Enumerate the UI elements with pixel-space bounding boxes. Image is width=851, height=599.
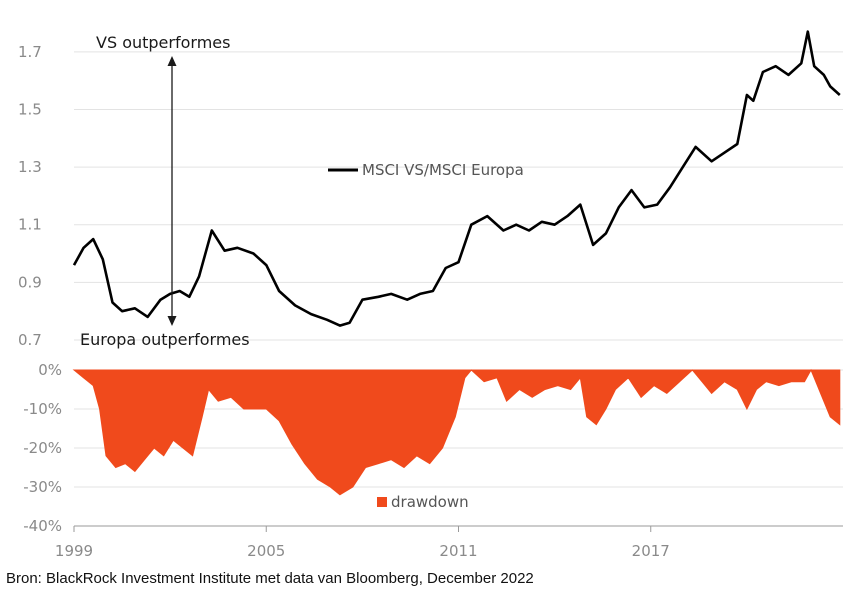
top-panel-gridlines (74, 51, 843, 341)
top-y-tick-label: 1.5 (18, 100, 42, 118)
annotation-europe-outperforms: Europa outperformes (80, 330, 250, 349)
tick-labels: 1.7 1.5 1.3 1.1 0.9 0.7 0% -10% -20% -30% -40% 1999… (18, 43, 670, 560)
x-tick-label: 2017 (632, 542, 670, 560)
x-tick-label: 2011 (439, 542, 477, 560)
legend-ratio: MSCI VS/MSCI Europa (328, 161, 524, 179)
top-y-tick-label: 1.7 (18, 43, 42, 61)
drawdown-area (72, 368, 841, 496)
source-note: Bron: BlackRock Investment Institute met… (6, 570, 534, 587)
top-y-tick-label: 0.7 (18, 331, 42, 349)
top-y-tick-label: 0.9 (18, 273, 42, 291)
arrow-up-icon (167, 56, 177, 66)
outperformance-arrow (167, 56, 177, 326)
drawdown-area-layer (72, 368, 841, 496)
bottom-y-tick-label: -20% (23, 439, 62, 457)
top-y-tick-label: 1.3 (18, 158, 42, 176)
legend-drawdown: drawdown (377, 493, 469, 511)
annotation-us-outperforms: VS outperformes (96, 33, 230, 52)
bottom-y-tick-label: 0% (38, 361, 62, 379)
bottom-y-tick-label: -10% (23, 400, 62, 418)
ratio-line (72, 30, 841, 327)
x-tick-label: 2005 (247, 542, 285, 560)
arrow-down-icon (167, 316, 177, 326)
legend-drawdown-label: drawdown (391, 493, 469, 511)
top-y-tick-label: 1.1 (18, 216, 42, 234)
bottom-y-tick-label: -30% (23, 478, 62, 496)
x-tick-label: 1999 (55, 542, 93, 560)
ratio-line-layer (72, 30, 841, 327)
legend-ratio-label: MSCI VS/MSCI Europa (362, 161, 524, 179)
legend-drawdown-swatch (377, 497, 387, 507)
bottom-y-tick-label: -40% (23, 517, 62, 535)
